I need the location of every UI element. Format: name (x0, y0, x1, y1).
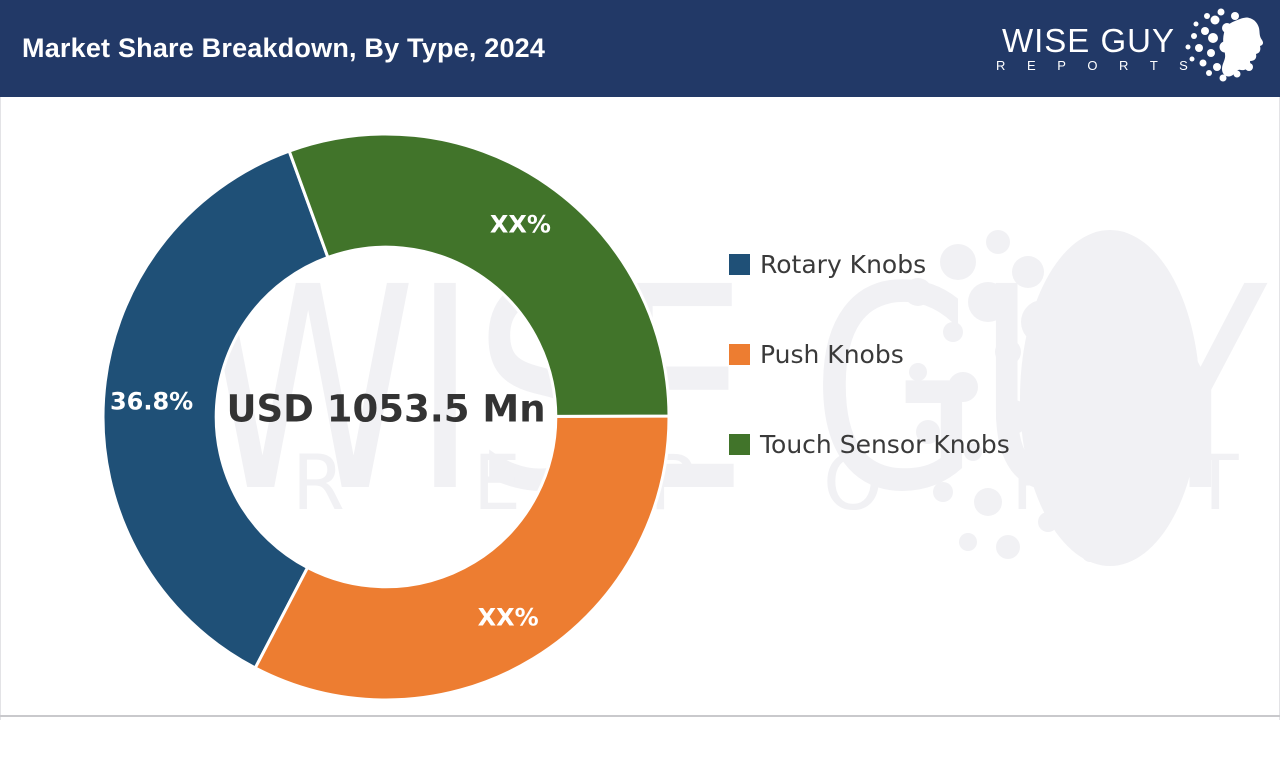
legend-item-push-knobs: Push Knobs (729, 340, 1010, 369)
page-title: Market Share Breakdown, By Type, 2024 (22, 33, 546, 63)
donut-segment-rotary-knobs (101, 149, 330, 671)
donut-chart: 36.8% XX% XX% (101, 132, 671, 702)
donut-center-value: USD 1053.5 Mn (226, 387, 546, 431)
legend-swatch (729, 254, 750, 275)
donut-segment-touch-sensor-knobs (287, 132, 671, 418)
legend-item-rotary-knobs: Rotary Knobs (729, 250, 1010, 279)
legend-label: Push Knobs (760, 340, 904, 369)
bottom-border-line (0, 715, 1280, 717)
logo-wordmark: WISE GUY (1001, 22, 1176, 59)
watermark-face-dots (904, 230, 1200, 566)
legend-swatch (729, 434, 750, 455)
segment-value-label: XX% (478, 604, 539, 632)
logo: WISE GUY R E P O R T S (996, 0, 1266, 97)
legend-label: Touch Sensor Knobs (760, 430, 1010, 459)
left-border-line (0, 97, 1, 720)
donut-segment-push-knobs (253, 414, 671, 702)
legend-label: Rotary Knobs (760, 250, 927, 279)
legend-item-touch-sensor-knobs: Touch Sensor Knobs (729, 430, 1010, 459)
legend-swatch (729, 344, 750, 365)
segment-value-label: XX% (490, 210, 551, 238)
legend: Rotary Knobs Push Knobs Touch Sensor Knobs (729, 250, 1010, 459)
segment-value-label: 36.8% (110, 388, 193, 416)
header-bar: Market Share Breakdown, By Type, 2024 WI… (0, 0, 1280, 97)
logo-reports-text: R E P O R T S (996, 58, 1197, 73)
logo-face-dots-icon (1185, 8, 1264, 82)
